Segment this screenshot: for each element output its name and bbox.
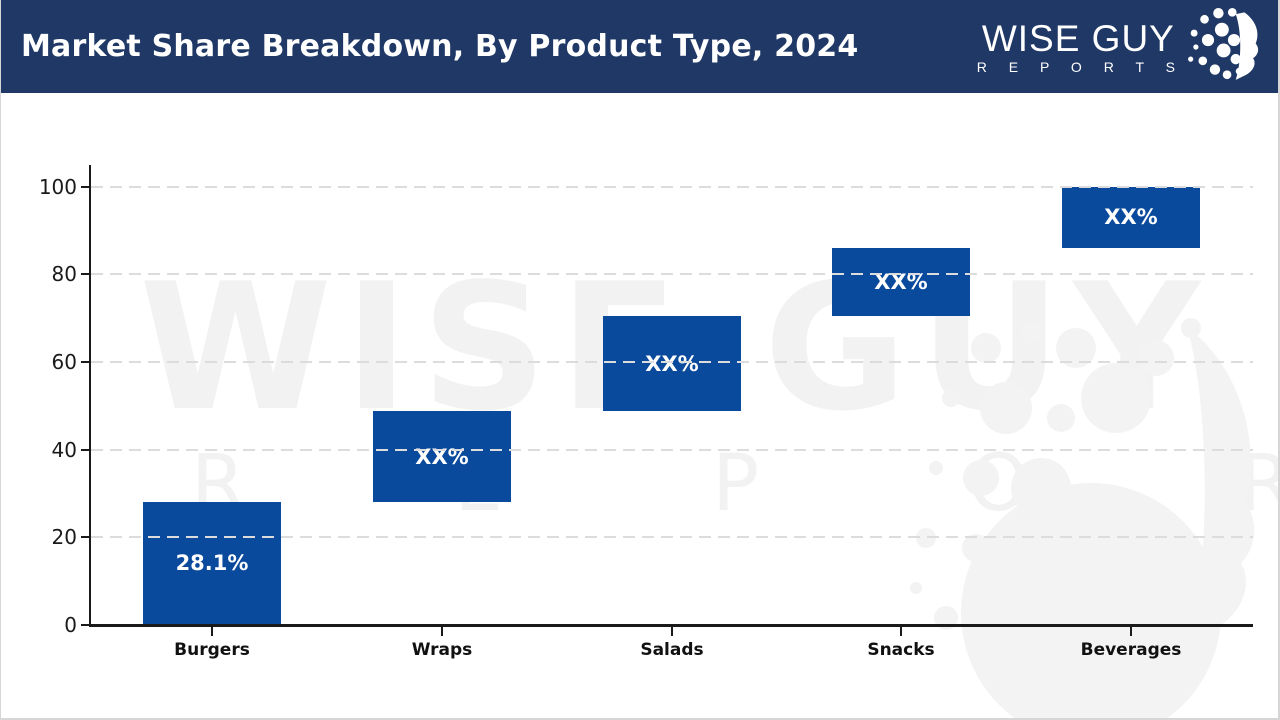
y-tick-label-80: 80 (51, 262, 77, 287)
x-category-label-salads: Salads (640, 640, 704, 660)
gridline-40 (91, 448, 1253, 451)
x-category-label-wraps: Wraps (411, 640, 473, 660)
y-tick-80 (81, 273, 91, 276)
x-category-label-snacks: Snacks (867, 640, 935, 660)
x-tick-snacks (900, 627, 902, 636)
gridline-60 (91, 360, 1253, 363)
gridline-80 (91, 273, 1253, 276)
y-tick-label-100: 100 (38, 174, 77, 199)
y-tick-label-20: 20 (51, 525, 77, 550)
x-tick-wraps (441, 627, 443, 636)
y-tick-label-60: 60 (51, 349, 77, 374)
brand-logo-text: WISE GUY R E P O R T S (973, 20, 1184, 74)
x-axis-line (89, 624, 1253, 627)
bar-burgers: 28.1% (143, 501, 281, 625)
bar-value-label-salads: XX% (645, 351, 699, 376)
logo-face-icon (1188, 7, 1259, 80)
bar-value-label-burgers: 28.1% (175, 551, 249, 576)
y-axis-line (89, 165, 91, 627)
bar-value-label-beverages: XX% (1104, 205, 1158, 230)
gridline-100 (91, 185, 1253, 188)
x-tick-burgers (211, 627, 213, 636)
y-tick-0 (81, 624, 91, 626)
x-tick-beverages (1130, 627, 1132, 636)
chart-area: WISE GUY R E P O R T S 28.1%XX%XX%XX%XX%… (1, 93, 1278, 718)
bar-salads: XX% (603, 316, 741, 412)
x-tick-salads (671, 627, 673, 636)
bar-snacks: XX% (832, 248, 970, 317)
x-category-label-burgers: Burgers (174, 640, 250, 660)
y-tick-20 (81, 536, 91, 539)
y-tick-60 (81, 360, 91, 363)
bar-beverages: XX% (1062, 186, 1200, 249)
header-bar: Market Share Breakdown, By Product Type,… (1, 0, 1278, 93)
y-tick-40 (81, 448, 91, 451)
y-tick-100 (81, 185, 91, 188)
y-tick-label-0: 0 (64, 613, 77, 637)
watermark-face-icon (910, 318, 1255, 718)
bar-wraps: XX% (373, 411, 511, 502)
brand-logo: WISE GUY R E P O R T S (973, 7, 1260, 87)
x-category-label-beverages: Beverages (1080, 640, 1182, 660)
page-title: Market Share Breakdown, By Product Type,… (21, 29, 859, 64)
brand-name: WISE GUY (981, 17, 1175, 59)
gridline-20 (91, 536, 1253, 539)
y-tick-label-40: 40 (51, 437, 77, 462)
brand-subtitle: R E P O R T S (976, 58, 1184, 75)
